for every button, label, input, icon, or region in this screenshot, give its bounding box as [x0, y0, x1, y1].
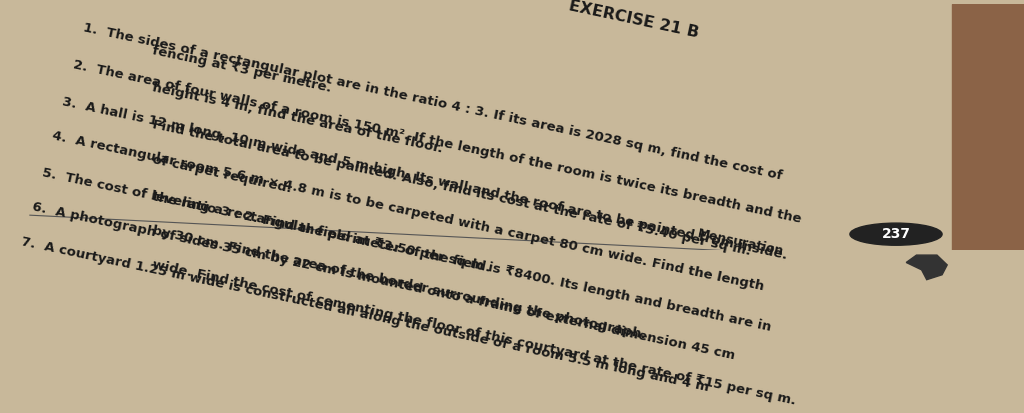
Text: 4.  A rectangular room 5.6 m × 4.8 m is to be carpeted with a carpet 80 cm wide.: 4. A rectangular room 5.6 m × 4.8 m is t… [51, 129, 765, 293]
Text: height is 4 m, find the area of the floor.: height is 4 m, find the area of the floo… [133, 78, 444, 156]
Text: 3.  A hall is 12 m long, 10 m wide and 5 m high. Its wall and the roof are to be: 3. A hall is 12 m long, 10 m wide and 5 … [61, 95, 788, 261]
Text: 237: 237 [882, 227, 910, 241]
Circle shape [850, 223, 942, 245]
Text: by 30 cm. Find the area of the border surrounding the photograph.: by 30 cm. Find the area of the border su… [133, 220, 647, 342]
Bar [952, 4, 1024, 250]
Text: EXERCISE 21 B: EXERCISE 21 B [567, 0, 699, 40]
Text: of carpet required.: of carpet required. [133, 149, 293, 195]
Text: 5.  The cost of leveling a rectangular field at ₹3.50 per sq m is ₹8400. Its len: 5. The cost of leveling a rectangular fi… [41, 166, 772, 334]
Text: 6.  A photograph of sides 35 cm by 22 cm is mounted onto a frame of external dim: 6. A photograph of sides 35 cm by 22 cm … [31, 201, 736, 363]
Polygon shape [906, 255, 947, 280]
Text: wide. Find the cost of cementing the floor of this courtyard at the rate of ₹15 : wide. Find the cost of cementing the flo… [133, 255, 797, 408]
Text: fencing at ₹3 per metre.: fencing at ₹3 per metre. [133, 41, 333, 95]
Text: 1.  The sides of a rectangular plot are in the ratio 4 : 3. If its area is 2028 : 1. The sides of a rectangular plot are i… [82, 21, 783, 182]
Text: the ratio 3 : 2. Find the perimeter of the field.: the ratio 3 : 2. Find the perimeter of t… [133, 186, 492, 274]
Text: Find the total area to be painted. Also, find its cost at the rate of ₹5.40 per : Find the total area to be painted. Also,… [133, 114, 753, 258]
Text: 7.  A courtyard 1.25 m wide is constructed all along the outside of a room 5.5 m: 7. A courtyard 1.25 m wide is constructe… [20, 235, 711, 394]
Text: Mensuration: Mensuration [696, 228, 785, 259]
Text: 2.  The area of four walls of a room is 150 m². If the length of the room is twi: 2. The area of four walls of a room is 1… [72, 58, 802, 225]
